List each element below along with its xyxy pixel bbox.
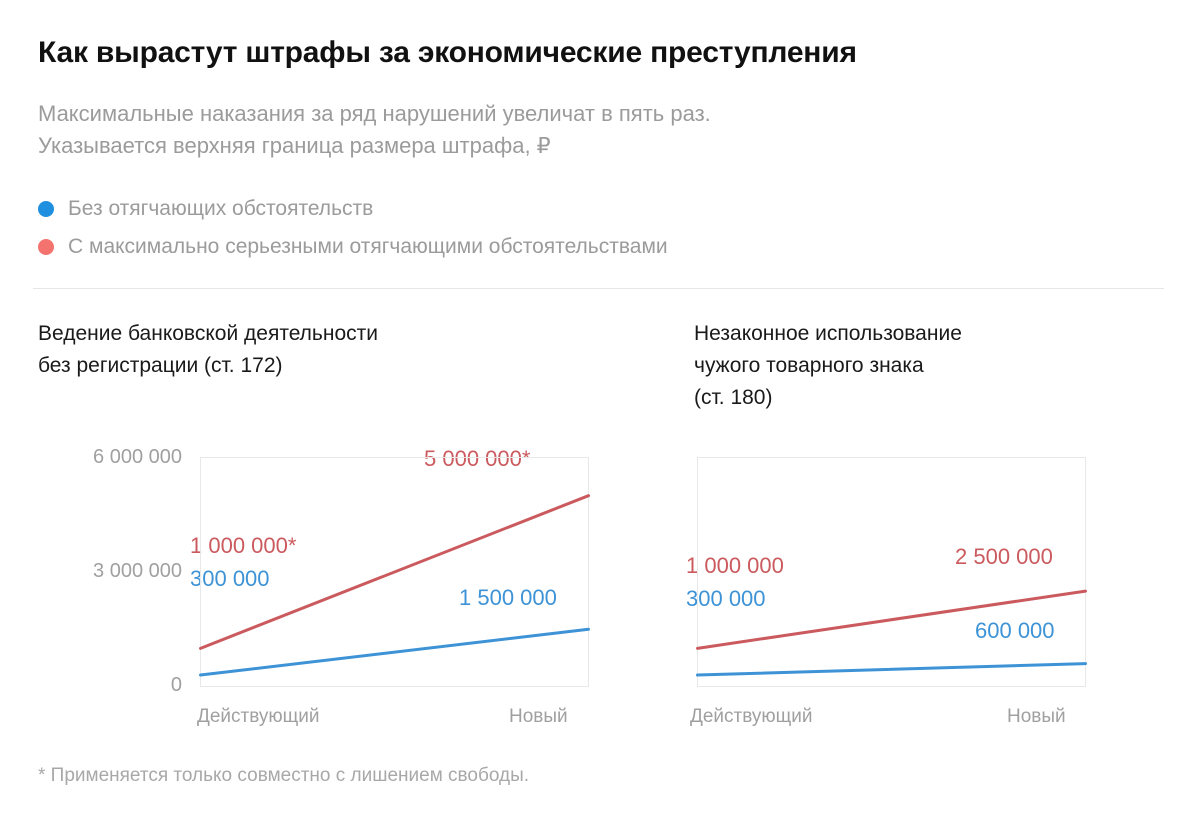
chart-title-left-line-1: Ведение банковской деятельности — [38, 322, 378, 345]
data-label-right-blue-start: 300 000 — [686, 586, 766, 611]
footnote: * Применяется только совместно с лишение… — [38, 765, 530, 786]
data-label-right-red-end: 2 500 000 — [955, 544, 1053, 569]
chart-title-right: Незаконное использование чужого товарног… — [694, 318, 962, 414]
data-label-left-blue-start: 300 000 — [190, 566, 270, 591]
data-label-left-red-end: 5 000 000* — [424, 446, 531, 471]
page-subtitle: Максимальные наказания за ряд нарушений … — [38, 98, 711, 162]
page-title: Как вырастут штрафы за экономические пре… — [38, 36, 857, 69]
series-line-right-blue — [696, 662, 1087, 677]
chart-title-left-line-2: без регистрации (ст. 172) — [38, 354, 283, 377]
legend-dot-blue-icon — [38, 201, 54, 217]
chart-title-right-line-2: чужого товарного знака — [694, 354, 924, 377]
legend-label-no-aggravating: Без отягчающих обстоятельств — [68, 197, 374, 220]
x-axis-tick-right-current: Действующий — [690, 706, 813, 727]
x-axis-tick-left-current: Действующий — [197, 706, 320, 727]
legend-label-max-aggravating: С максимально серьезными отягчающими обс… — [68, 235, 668, 258]
x-axis-tick-right-new: Новый — [1007, 706, 1066, 727]
header-divider — [33, 288, 1164, 289]
legend-dot-red-icon — [38, 239, 54, 255]
subtitle-line-1: Максимальные наказания за ряд нарушений … — [38, 101, 711, 126]
data-label-right-red-start: 1 000 000 — [686, 553, 784, 578]
x-axis-tick-left-new: Новый — [509, 706, 568, 727]
data-label-right-blue-end: 600 000 — [975, 618, 1055, 643]
chart-title-right-line-3: (ст. 180) — [694, 386, 773, 409]
legend-item-no-aggravating: Без отягчающих обстоятельств — [38, 190, 668, 228]
subtitle-line-2: Указывается верхняя граница размера штра… — [38, 133, 551, 158]
chart-title-right-line-1: Незаконное использование — [694, 322, 962, 345]
data-label-left-red-start: 1 000 000* — [190, 533, 297, 558]
series-line-left-blue — [199, 627, 590, 677]
y-axis-tick-6000000: 6 000 000 — [93, 446, 182, 468]
y-axis-tick-0: 0 — [170, 674, 182, 696]
y-axis-tick-3000000: 3 000 000 — [93, 560, 182, 582]
data-label-left-blue-end: 1 500 000 — [459, 585, 557, 610]
chart-legend: Без отягчающих обстоятельств С максималь… — [38, 190, 668, 266]
legend-item-max-aggravating: С максимально серьезными отягчающими обс… — [38, 228, 668, 266]
chart-title-left: Ведение банковской деятельности без реги… — [38, 318, 378, 382]
